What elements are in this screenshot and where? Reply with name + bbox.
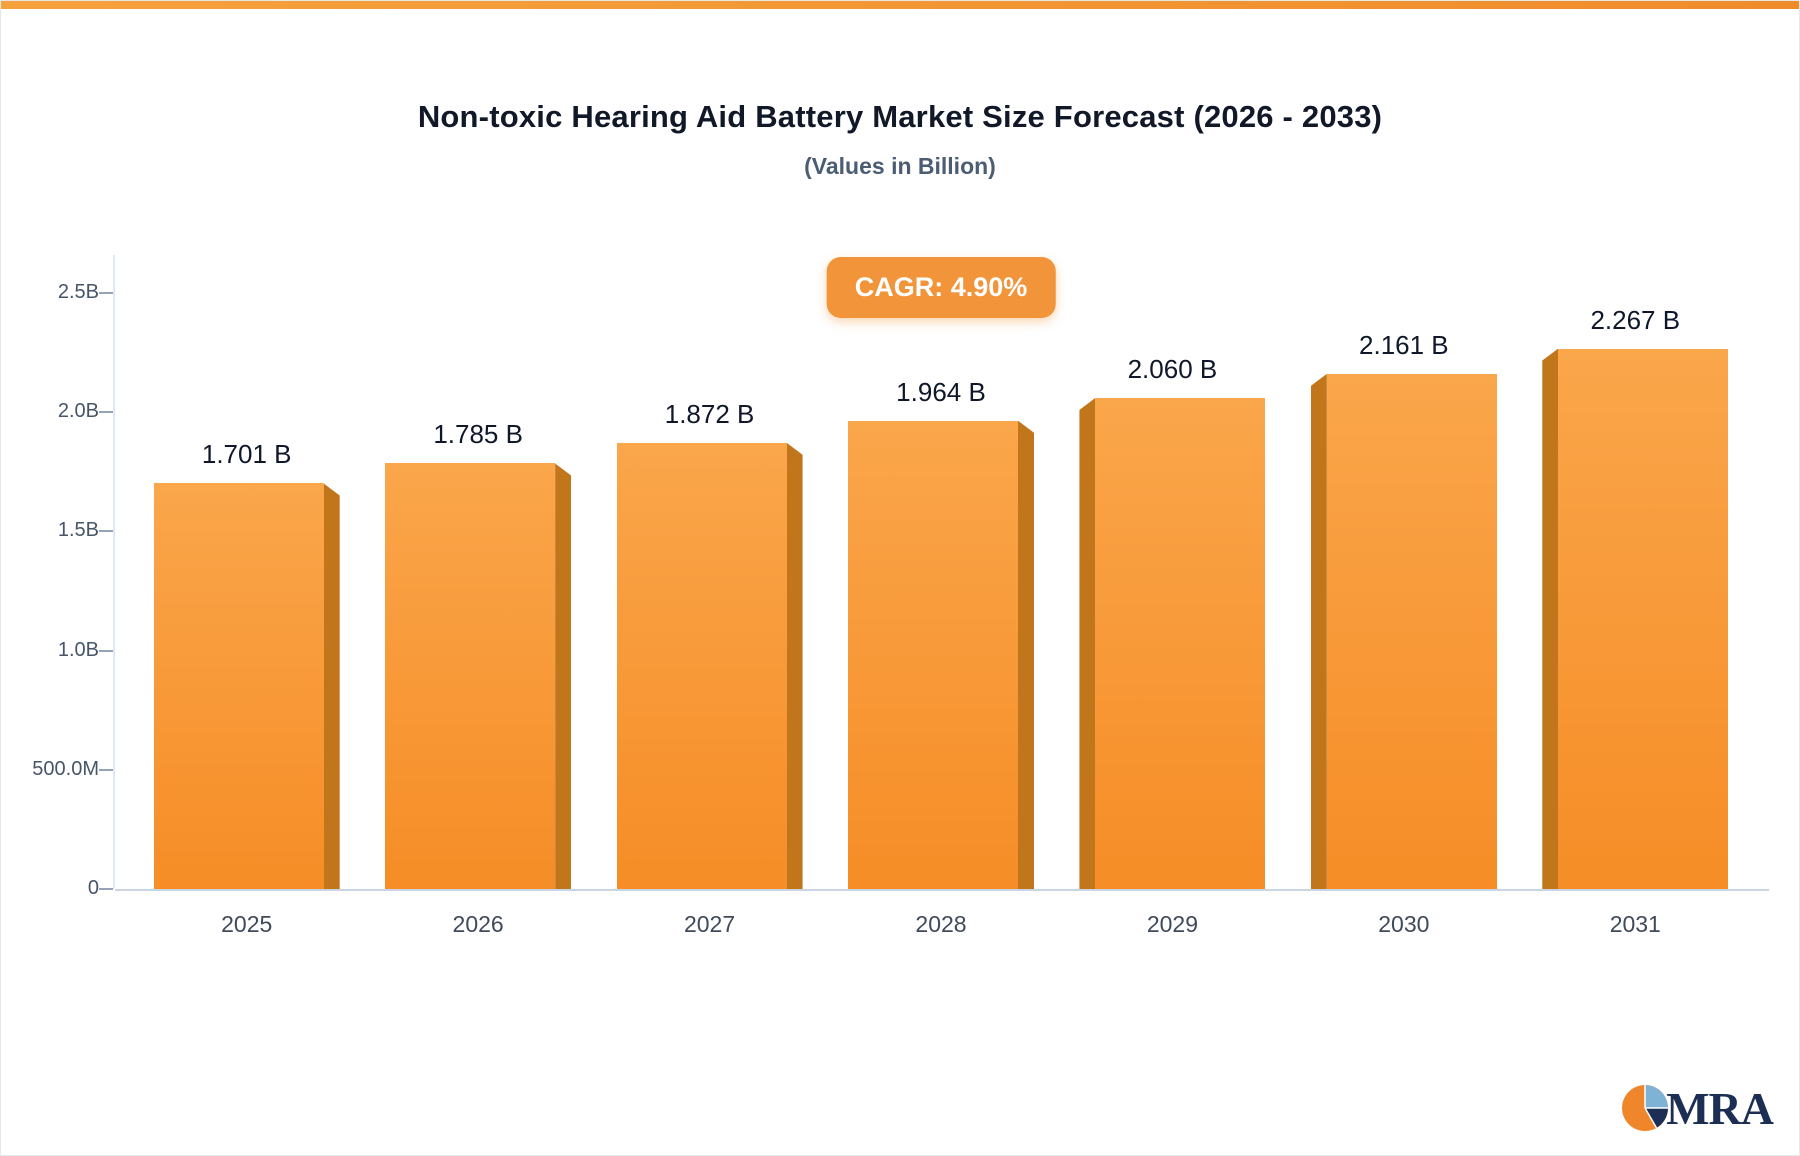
bar bbox=[848, 420, 1018, 889]
y-tick-dash bbox=[99, 411, 113, 414]
y-tick-label: 2.0B bbox=[57, 400, 99, 423]
bar bbox=[1558, 348, 1729, 889]
x-tick-label: 2026 bbox=[452, 911, 504, 937]
brand-logo: MRA bbox=[1618, 1079, 1774, 1137]
x-tick-label: 2025 bbox=[221, 911, 273, 937]
bar bbox=[1326, 373, 1497, 889]
cagr-badge: CAGR: 4.90% bbox=[826, 257, 1056, 318]
y-tick-dash bbox=[99, 768, 113, 771]
logo-text: MRA bbox=[1666, 1082, 1774, 1134]
y-tick-dash bbox=[99, 530, 113, 533]
y-tick-label: 1.0B bbox=[57, 638, 99, 661]
bar bbox=[153, 483, 324, 889]
x-tick-label: 2030 bbox=[1378, 911, 1430, 937]
x-tick-label: 2028 bbox=[915, 911, 967, 937]
y-tick-label: 500.0M bbox=[32, 757, 99, 780]
bar-value-label: 2.060 B bbox=[1127, 353, 1218, 384]
bar bbox=[1095, 397, 1266, 889]
logo-pie-icon bbox=[1622, 1085, 1669, 1131]
bar-value-label: 1.964 B bbox=[896, 376, 986, 407]
x-tick-label: 2027 bbox=[683, 911, 736, 937]
chart-subtitle: (Values in Billion) bbox=[804, 153, 996, 179]
bar-side bbox=[555, 463, 572, 889]
bar-value-label: 2.161 B bbox=[1359, 329, 1449, 360]
bar-value-label: 1.785 B bbox=[433, 419, 523, 450]
bar bbox=[385, 463, 556, 889]
x-tick-label: 2029 bbox=[1146, 911, 1198, 937]
bar-value-label: 2.267 B bbox=[1590, 304, 1681, 335]
bar bbox=[616, 442, 787, 889]
top-accent-strip bbox=[1, 1, 1799, 9]
bar-side bbox=[323, 483, 340, 889]
y-tick-label: 0 bbox=[87, 877, 99, 899]
y-axis-line bbox=[113, 255, 115, 889]
bar-side bbox=[1018, 420, 1034, 889]
y-tick-label: 2.5B bbox=[57, 281, 99, 303]
bar-side bbox=[1542, 348, 1559, 889]
bar-value-label: 1.872 B bbox=[664, 398, 755, 429]
x-tick-label: 2031 bbox=[1609, 911, 1661, 937]
y-tick-dash bbox=[99, 292, 113, 294]
chart-title: Non-toxic Hearing Aid Battery Market Siz… bbox=[417, 99, 1383, 134]
x-axis-line bbox=[115, 889, 1769, 891]
bar-value-label: 1.701 B bbox=[201, 439, 292, 470]
bar-side bbox=[1079, 397, 1096, 889]
y-tick-dash bbox=[99, 888, 113, 890]
bar-side bbox=[1310, 373, 1327, 889]
y-tick-label: 1.5B bbox=[57, 519, 99, 542]
y-tick-dash bbox=[99, 649, 113, 652]
bar-side bbox=[786, 442, 803, 889]
